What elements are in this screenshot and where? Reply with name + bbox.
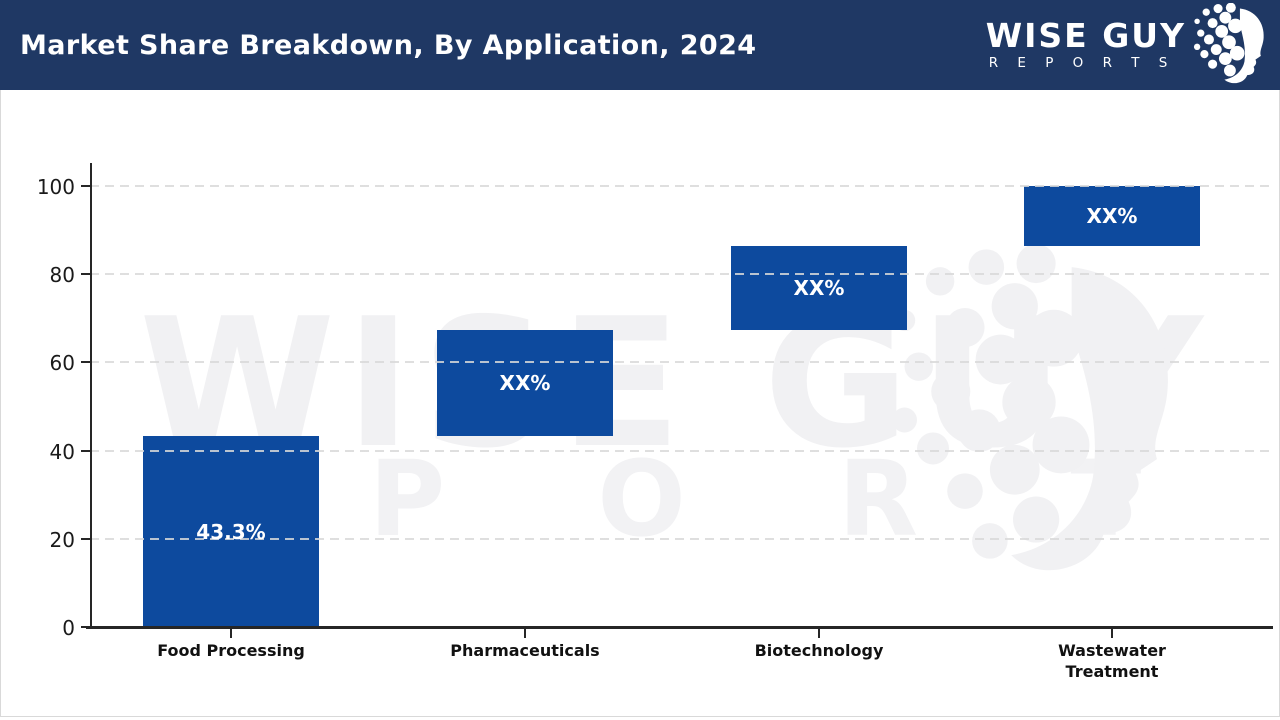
y-axis-line <box>90 163 92 629</box>
watermark-text-line2: P O R T S <box>369 438 1279 560</box>
gridline <box>90 449 1273 452</box>
x-axis-tick <box>230 629 232 638</box>
y-axis-tick <box>81 449 90 452</box>
x-category-label: Food Processing <box>157 641 305 660</box>
y-axis-tick <box>81 626 90 628</box>
x-category-label: Wastewater Treatment <box>1058 641 1166 681</box>
brand-logo-text: WISE GUY R E P O R T S <box>986 19 1186 71</box>
bar-segment <box>143 436 319 627</box>
y-axis-tick <box>81 273 90 276</box>
gridline <box>90 273 1273 276</box>
y-axis-tick <box>81 185 90 187</box>
bar-value-label: 43.3% <box>196 519 266 544</box>
y-axis-tick <box>81 361 90 364</box>
y-tick-label: 20 <box>49 527 75 552</box>
gridline <box>90 361 1273 364</box>
x-axis-line <box>86 626 1273 629</box>
x-axis-tick <box>818 629 820 638</box>
x-axis-tick <box>524 629 526 638</box>
watermark-head-icon <box>892 244 1168 571</box>
x-axis-tick <box>1111 629 1113 638</box>
y-tick-label: 100 <box>36 175 75 199</box>
y-tick-label: 40 <box>49 439 75 464</box>
chart-area: WISE GUY P O R T S 43.3%XX%XX%XX%0204060… <box>1 90 1279 716</box>
y-tick-label: 0 <box>62 616 75 640</box>
gridline <box>90 537 1273 540</box>
y-tick-label: 80 <box>49 263 75 288</box>
bar-value-label: XX% <box>499 371 551 396</box>
gridline <box>90 185 1273 187</box>
bar-segment <box>437 330 613 437</box>
x-category-label: Biotechnology <box>754 641 884 660</box>
x-category-label: Pharmaceuticals <box>450 641 600 660</box>
y-axis-tick <box>81 537 90 540</box>
page-title: Market Share Breakdown, By Application, … <box>20 29 757 61</box>
brand-logo: WISE GUY R E P O R T S <box>986 3 1280 87</box>
bar-segment <box>731 245 907 331</box>
bar-value-label: XX% <box>793 276 845 301</box>
bar-value-label: XX% <box>1086 203 1138 228</box>
header-band: Market Share Breakdown, By Application, … <box>0 0 1280 90</box>
brand-name: WISE GUY <box>985 16 1186 55</box>
brand-subtitle: R E P O R T S <box>988 55 1175 71</box>
bar-segment <box>1024 186 1200 246</box>
y-tick-label: 60 <box>49 351 75 376</box>
dotted-head-icon <box>1193 3 1264 84</box>
